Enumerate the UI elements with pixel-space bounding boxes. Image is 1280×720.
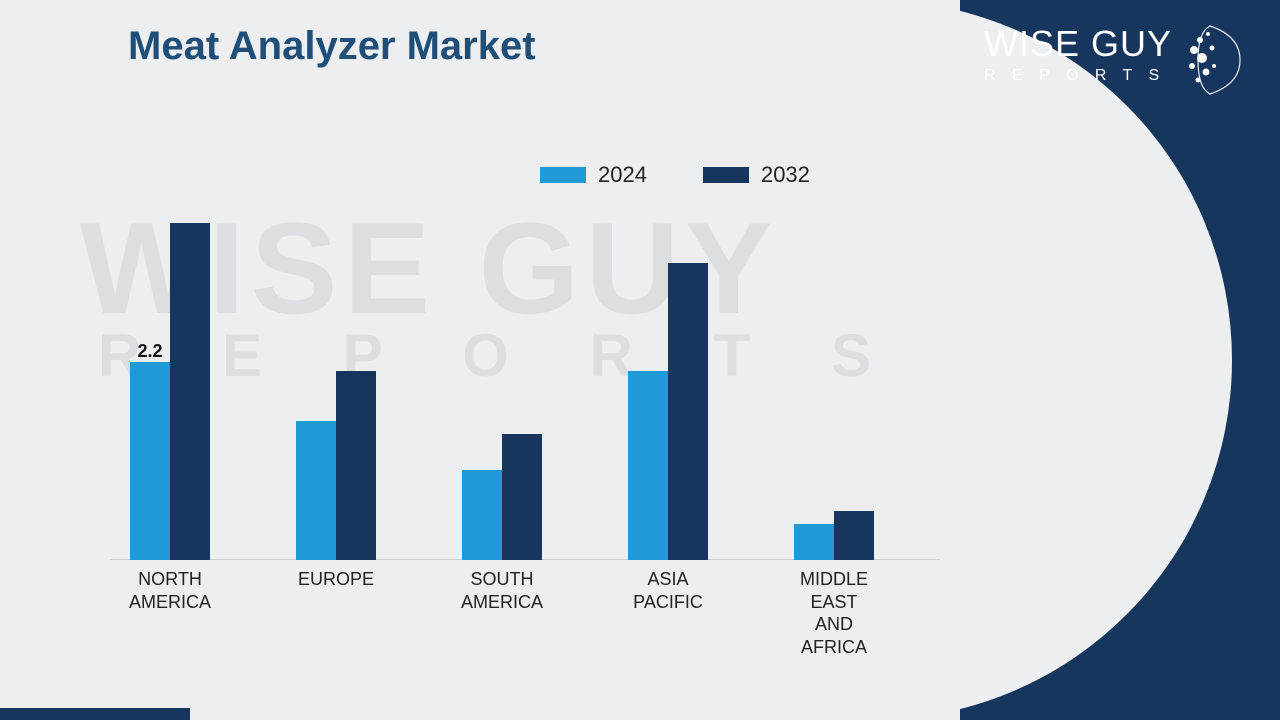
logo-line1: WISE GUY	[984, 23, 1172, 64]
legend-item-2024: 2024	[540, 162, 647, 188]
chart-plot-area: NORTHAMERICA EUROPE SOUTHAMERICA ASIAPACIFI…	[110, 200, 940, 560]
legend-swatch-2032	[703, 167, 749, 183]
category-label: SOUTHAMERICA	[406, 560, 598, 613]
bar-group: EUROPE	[276, 200, 396, 560]
bar-group: MIDDLEEASTANDAFRICA	[774, 200, 894, 560]
bar-group: SOUTHAMERICA	[442, 200, 562, 560]
bar-group: NORTHAMERICA	[110, 200, 230, 560]
bar	[130, 362, 170, 560]
legend-swatch-2024	[540, 167, 586, 183]
bar	[462, 470, 502, 560]
bar-group: ASIAPACIFIC	[608, 200, 728, 560]
category-label: MIDDLEEASTANDAFRICA	[738, 560, 930, 658]
legend-item-2032: 2032	[703, 162, 810, 188]
brand-logo: WISE GUY R E P O R T S	[984, 22, 1244, 100]
bar	[502, 434, 542, 560]
bar	[794, 524, 834, 560]
legend-label-2024: 2024	[598, 162, 647, 188]
bar	[628, 371, 668, 560]
chart-canvas: WISE GUY R E P O R T S Meat Analyzer Mar…	[0, 0, 1280, 720]
bar	[296, 421, 336, 561]
bar	[668, 263, 708, 560]
legend-label-2032: 2032	[761, 162, 810, 188]
bar	[170, 223, 210, 561]
category-label: ASIAPACIFIC	[572, 560, 764, 613]
category-label: EUROPE	[240, 560, 432, 591]
category-label: NORTHAMERICA	[74, 560, 266, 613]
bottom-accent-bar	[0, 708, 190, 720]
bar	[834, 511, 874, 561]
bar	[336, 371, 376, 560]
chart-title: Meat Analyzer Market	[128, 24, 536, 69]
data-label: 2.2	[137, 341, 162, 362]
logo-head-icon	[1189, 26, 1240, 94]
logo-line2: R E P O R T S	[984, 67, 1165, 84]
chart-legend: 2024 2032	[540, 162, 810, 188]
brand-logo-svg: WISE GUY R E P O R T S	[984, 22, 1244, 100]
